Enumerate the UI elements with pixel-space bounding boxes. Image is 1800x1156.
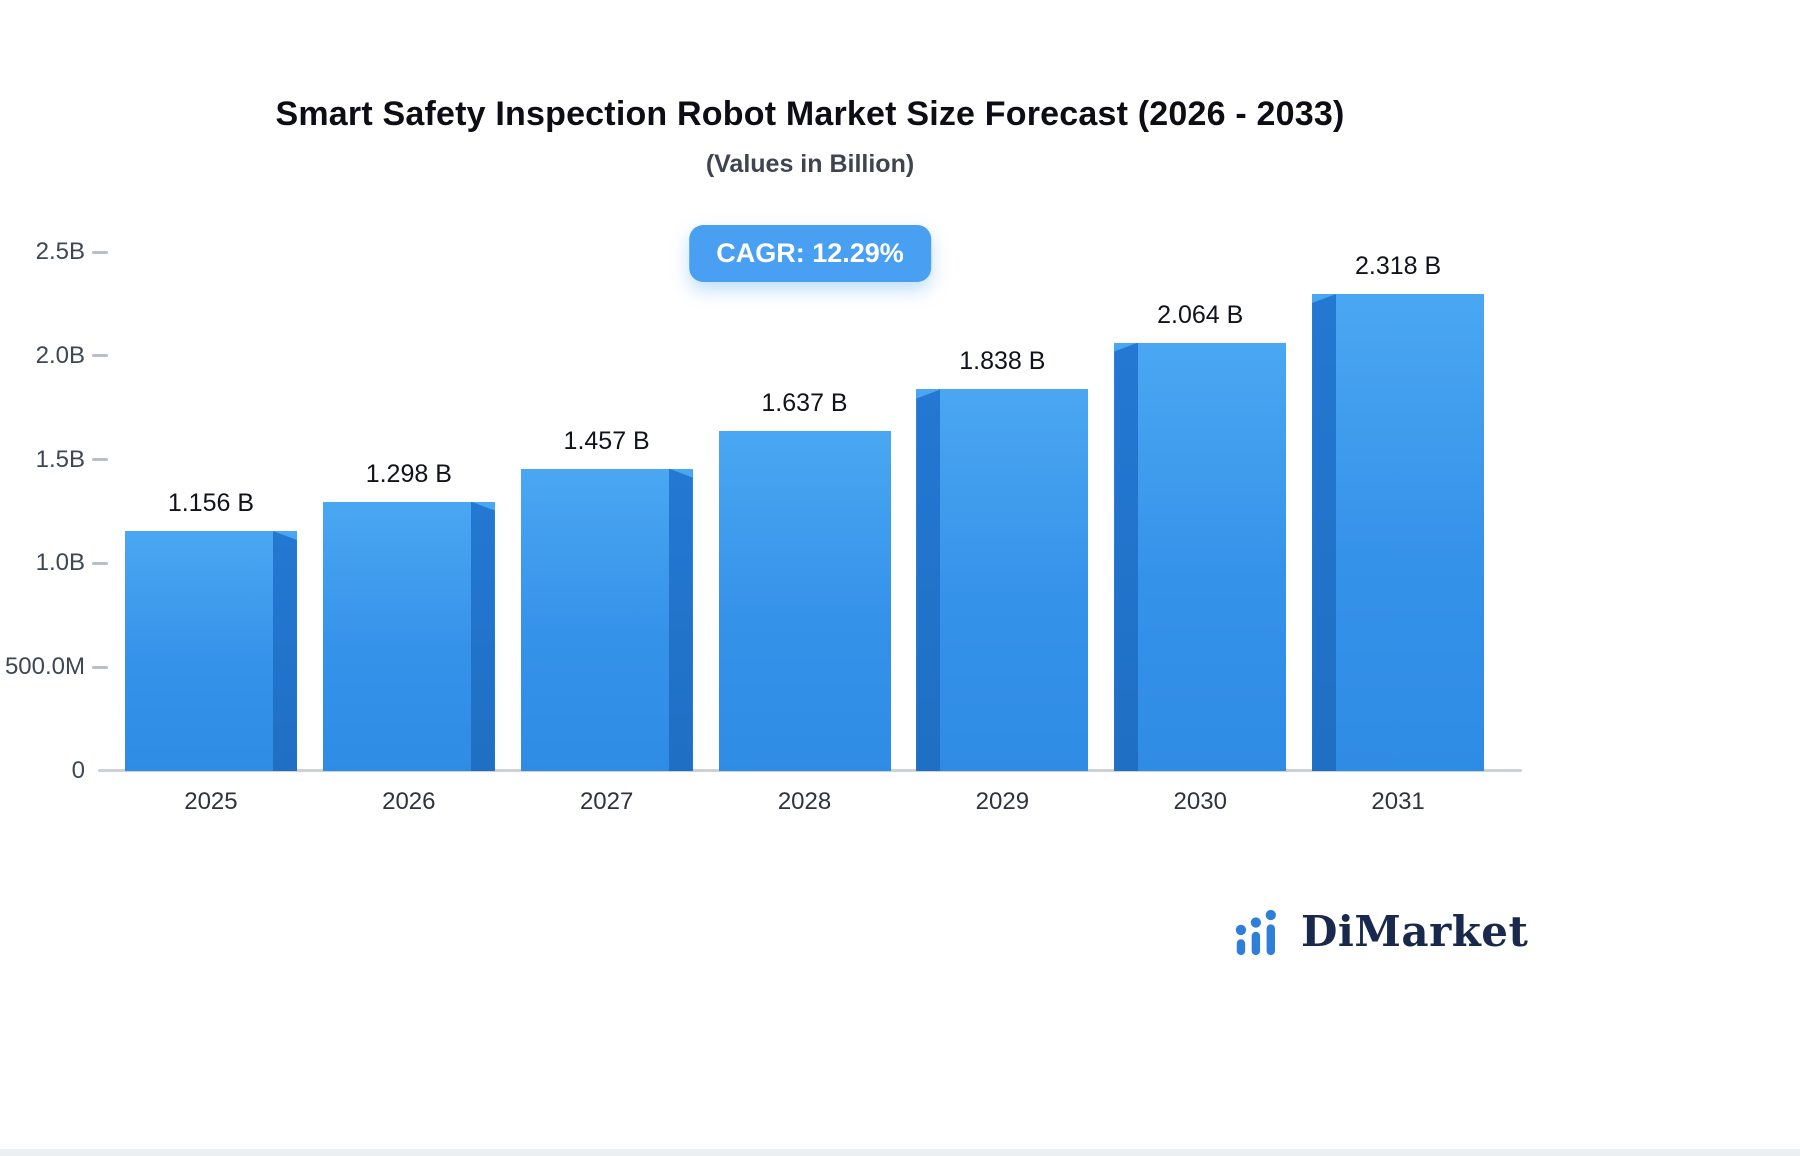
y-axis-tick-mark [92, 250, 108, 254]
x-axis-label-2029: 2029 [975, 788, 1030, 815]
brand-logo: DiMarket [1233, 901, 1528, 962]
bar-side-face [1312, 294, 1337, 771]
bar-group-2025: 1.156 B [112, 252, 310, 771]
bar-2027 [520, 468, 693, 771]
y-axis-tick-label: 0 [71, 757, 85, 784]
bar-2030 [1114, 342, 1287, 771]
bar-side-face [916, 389, 941, 771]
x-axis-label-2031: 2031 [1371, 788, 1425, 815]
bar-value-label: 1.156 B [167, 489, 255, 518]
bar-2026 [322, 501, 495, 771]
y-axis-tick: 500.0M [0, 653, 108, 681]
bar-value-label: 1.838 B [959, 347, 1046, 376]
chart-subtitle: (Values in Billion) [705, 150, 915, 178]
y-axis-tick-label: 2.5B [35, 238, 85, 265]
chart-title: Smart Safety Inspection Robot Market Siz… [275, 95, 1345, 133]
y-axis-tick: 0 [0, 757, 108, 785]
x-axis-label-2025: 2025 [184, 788, 238, 815]
y-axis: 2.5B 2.0B 1.5B 1.0B 500.0M 0 [0, 238, 108, 784]
bar-group-2026: 1.298 B [310, 252, 508, 771]
y-axis-tick-label: 1.0B [35, 549, 85, 577]
bar-value-label: 2.318 B [1354, 252, 1442, 280]
bar-group-2031: 2.318 B [1299, 252, 1497, 771]
cagr-badge: CAGR: 12.29% [689, 225, 931, 282]
bar-value-label: 1.298 B [365, 459, 452, 488]
y-axis-tick-label: 2.0B [35, 341, 85, 369]
y-axis-tick: 1.5B [0, 446, 108, 474]
x-axis: 2025 2026 2027 2028 2029 2030 2031 [112, 788, 1497, 816]
y-axis-tick: 1.0B [0, 549, 108, 577]
bar-2031 [1312, 294, 1485, 771]
bar-2025 [124, 531, 297, 771]
y-axis-tick-label: 500.0M [4, 653, 85, 681]
bar-group-2030: 2.064 B [1101, 252, 1299, 771]
y-axis-tick-mark [92, 354, 108, 358]
bar-chart-logo-icon [1233, 901, 1289, 962]
y-axis-tick-mark [92, 665, 108, 669]
plot-area: 1.156 B 1.298 B 1.457 B 1.637 B 1.838 B 2.064… [112, 252, 1497, 771]
y-axis-tick: 2.0B [0, 342, 108, 370]
y-axis-tick-label: 1.5B [35, 445, 85, 473]
bar-2029 [916, 389, 1089, 771]
bar-group-2028: 1.637 B [706, 252, 904, 771]
y-axis-tick-mark [92, 561, 108, 565]
bar-value-label: 1.637 B [761, 389, 848, 418]
bottom-edge [0, 1149, 1800, 1156]
chart-block: 2.5B 2.0B 1.5B 1.0B 500.0M 0 1.156 B 1.298 B 1.… [0, 238, 1620, 872]
x-axis-label-2030: 2030 [1173, 788, 1227, 815]
x-axis-label-2028: 2028 [777, 788, 832, 815]
bar-value-label: 2.064 B [1157, 300, 1244, 329]
brand-logo-text: DiMarket [1301, 907, 1529, 956]
bar-side-face [470, 501, 495, 771]
bar-side-face [272, 531, 297, 771]
bar-side-face [668, 468, 693, 771]
chart-content: Smart Safety Inspection Robot Market Siz… [0, 95, 1620, 962]
y-axis-tick-mark [92, 458, 108, 462]
bar-group-2029: 1.838 B [903, 252, 1101, 771]
x-axis-label-2027: 2027 [579, 788, 634, 815]
x-axis-label-2026: 2026 [382, 788, 436, 815]
bar-side-face [1114, 342, 1139, 771]
bar-value-label: 1.457 B [563, 426, 650, 455]
y-axis-tick: 2.5B [0, 238, 108, 266]
bar-group-2027: 1.457 B [508, 252, 706, 771]
bar-2028 [718, 431, 891, 771]
